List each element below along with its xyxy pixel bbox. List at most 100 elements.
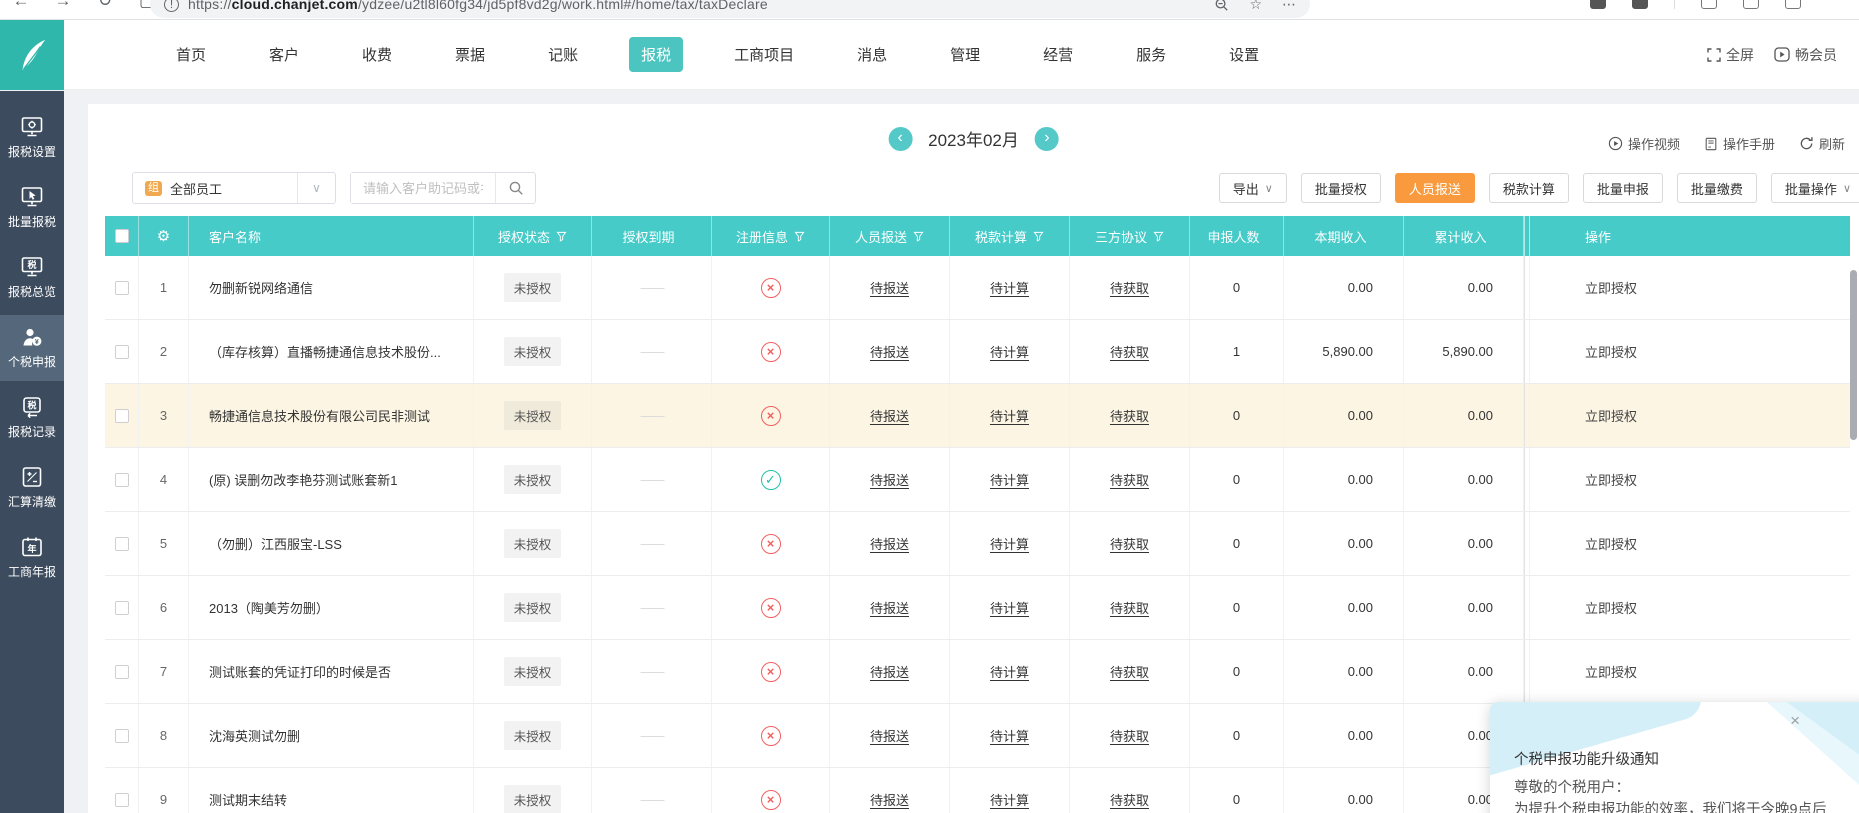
site-info-icon[interactable]: !	[164, 0, 179, 12]
agreement-link[interactable]: 待获取	[1109, 537, 1149, 552]
nav-item[interactable]: 首页	[176, 47, 207, 64]
address-bar[interactable]: ! https://cloud.chanjet.com/ydzee/u2tl8l…	[150, 0, 1310, 18]
profile-icon[interactable]	[1785, 0, 1801, 9]
nav-item[interactable]: 服务	[1136, 47, 1167, 64]
submit-status-link[interactable]: 待报送	[869, 473, 909, 488]
nav-item[interactable]: 消息	[857, 47, 888, 64]
submit-status-link[interactable]: 待报送	[869, 537, 909, 552]
nav-item[interactable]: 记账	[548, 47, 579, 64]
authorize-now-link[interactable]: 立即授权	[1585, 473, 1638, 488]
agreement-link[interactable]: 待获取	[1109, 409, 1149, 424]
member-button[interactable]: 畅会员	[1774, 45, 1837, 65]
browser-forward-icon[interactable]: →	[54, 0, 72, 10]
nav-item[interactable]: 收费	[362, 47, 393, 64]
fullscreen-button[interactable]: 全屏	[1707, 45, 1754, 65]
close-icon[interactable]: ×	[1790, 711, 1800, 730]
authorize-now-link[interactable]: 立即授权	[1585, 537, 1638, 552]
tax-calc-link[interactable]: 待计算	[989, 537, 1029, 552]
filter-icon[interactable]	[556, 231, 567, 242]
select-all-checkbox[interactable]	[114, 229, 129, 243]
tax-calc-link[interactable]: 待计算	[989, 473, 1029, 488]
tax-calc-link[interactable]: 待计算	[989, 409, 1029, 424]
sidebar-item[interactable]: 税 报税总览	[0, 245, 64, 311]
tax-calc-link[interactable]: 待计算	[989, 665, 1029, 680]
authorize-now-link[interactable]: 立即授权	[1585, 281, 1638, 296]
tax-calc-link[interactable]: 待计算	[989, 345, 1029, 360]
submit-status-link[interactable]: 待报送	[869, 601, 909, 616]
toolbar-button[interactable]: 导出 ∨	[1218, 173, 1287, 203]
toolbar-button[interactable]: 批量授权	[1300, 173, 1381, 203]
sidebar-item[interactable]: 批量报税	[0, 175, 64, 241]
nav-item[interactable]: 设置	[1229, 47, 1260, 64]
next-month-button[interactable]: ›	[1034, 126, 1059, 151]
browser-save-icon[interactable]: ▢	[138, 0, 156, 10]
authorize-now-link[interactable]: 立即授权	[1585, 665, 1638, 680]
agreement-link[interactable]: 待获取	[1109, 793, 1149, 808]
filter-icon[interactable]	[1153, 231, 1164, 242]
apps-grid-icon[interactable]	[1632, 0, 1648, 9]
toolbar-button[interactable]: 批量缴费	[1676, 173, 1757, 203]
nav-item[interactable]: 工商项目	[734, 47, 795, 64]
row-checkbox[interactable]	[114, 728, 129, 743]
authorize-now-link[interactable]: 立即授权	[1585, 345, 1638, 360]
nav-item[interactable]: 票据	[455, 47, 486, 64]
row-checkbox[interactable]	[114, 792, 129, 807]
sidebar-item[interactable]: 报税设置	[0, 105, 64, 171]
sidebar-item[interactable]: 税 报税记录	[0, 385, 64, 451]
row-checkbox[interactable]	[114, 280, 129, 295]
row-checkbox[interactable]	[114, 600, 129, 615]
filter-icon[interactable]	[794, 231, 805, 242]
row-checkbox[interactable]	[114, 664, 129, 679]
tax-calc-link[interactable]: 待计算	[989, 601, 1029, 616]
toolbar-button[interactable]: 税款计算	[1488, 173, 1569, 203]
extension-icon[interactable]	[1590, 0, 1606, 9]
zoom-icon[interactable]	[1214, 0, 1229, 12]
clip-extension-icon[interactable]	[1743, 0, 1759, 9]
vertical-scrollbar[interactable]	[1850, 270, 1857, 440]
video-help-link[interactable]: 操作视频	[1608, 134, 1680, 153]
nav-item[interactable]: 报税	[629, 37, 684, 72]
agreement-link[interactable]: 待获取	[1109, 601, 1149, 616]
tax-calc-link[interactable]: 待计算	[989, 793, 1029, 808]
filter-icon[interactable]	[1033, 231, 1044, 242]
authorize-now-link[interactable]: 立即授权	[1585, 409, 1638, 424]
row-checkbox[interactable]	[114, 472, 129, 487]
row-checkbox[interactable]	[114, 408, 129, 423]
agreement-link[interactable]: 待获取	[1109, 281, 1149, 296]
search-button[interactable]	[495, 173, 535, 203]
nav-item[interactable]: 客户	[269, 47, 300, 64]
sidebar-item[interactable]: 汇算清缴	[0, 455, 64, 521]
prev-month-button[interactable]: ‹	[888, 126, 913, 151]
browser-back-icon[interactable]: ←	[12, 0, 30, 10]
bookmark-star-icon[interactable]: ☆	[1249, 0, 1262, 12]
customer-search-input[interactable]	[351, 173, 495, 203]
agreement-link[interactable]: 待获取	[1109, 665, 1149, 680]
submit-status-link[interactable]: 待报送	[869, 281, 909, 296]
browser-reload-icon[interactable]: ↻	[97, 0, 113, 10]
employee-filter-select[interactable]: 组 全部员工 ∨	[132, 172, 336, 204]
tax-calc-link[interactable]: 待计算	[989, 281, 1029, 296]
agreement-link[interactable]: 待获取	[1109, 729, 1149, 744]
row-checkbox[interactable]	[114, 344, 129, 359]
submit-status-link[interactable]: 待报送	[869, 665, 909, 680]
list-extension-icon[interactable]	[1701, 0, 1717, 9]
sidebar-item[interactable]: ¥ 个税申报	[0, 315, 64, 381]
filter-icon[interactable]	[913, 231, 924, 242]
toolbar-button[interactable]: 批量操作 ∨	[1770, 173, 1859, 203]
tax-calc-link[interactable]: 待计算	[989, 729, 1029, 744]
gear-icon[interactable]: ⚙	[156, 228, 171, 245]
authorize-now-link[interactable]: 立即授权	[1585, 601, 1638, 616]
submit-status-link[interactable]: 待报送	[869, 793, 909, 808]
row-checkbox[interactable]	[114, 536, 129, 551]
nav-item[interactable]: 管理	[950, 47, 981, 64]
more-icon[interactable]: ⋯	[1282, 0, 1296, 12]
agreement-link[interactable]: 待获取	[1109, 473, 1149, 488]
toolbar-button[interactable]: 人员报送	[1394, 173, 1475, 203]
toolbar-button[interactable]: 批量申报	[1582, 173, 1663, 203]
submit-status-link[interactable]: 待报送	[869, 729, 909, 744]
refresh-link[interactable]: 刷新	[1799, 134, 1845, 153]
agreement-link[interactable]: 待获取	[1109, 345, 1149, 360]
nav-item[interactable]: 经营	[1043, 47, 1074, 64]
manual-help-link[interactable]: 操作手册	[1704, 134, 1775, 153]
submit-status-link[interactable]: 待报送	[869, 409, 909, 424]
